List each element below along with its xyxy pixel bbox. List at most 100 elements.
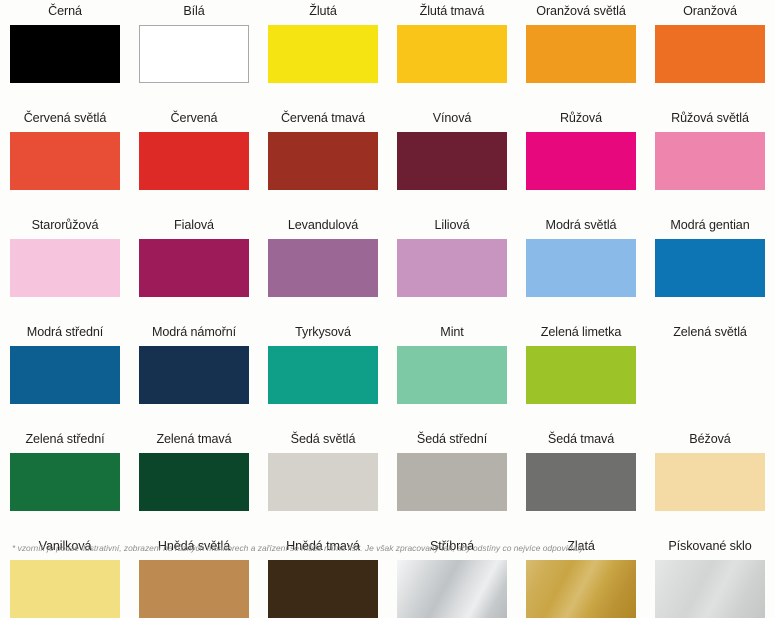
swatch-color-chip[interactable] xyxy=(397,132,507,190)
swatch-color-chip[interactable] xyxy=(397,346,507,404)
swatch-label: Žlutá xyxy=(309,4,337,18)
swatch-label: Červená světlá xyxy=(23,111,107,125)
swatch-label: Bílá xyxy=(183,4,205,18)
swatch-color-chip[interactable] xyxy=(526,132,636,190)
swatch-label: Tyrkysová xyxy=(295,325,351,339)
swatch-cell[interactable]: Starorůžová xyxy=(10,218,120,297)
swatch-label: Žlutá tmavá xyxy=(419,4,485,18)
swatch-color-chip[interactable] xyxy=(268,132,378,190)
swatch-cell[interactable]: Vínová xyxy=(397,111,507,190)
swatch-label: Liliová xyxy=(434,218,470,232)
swatch-color-chip[interactable] xyxy=(10,560,120,618)
swatch-color-chip[interactable] xyxy=(655,239,765,297)
swatch-cell[interactable]: Žlutá xyxy=(268,4,378,83)
swatch-color-chip[interactable] xyxy=(397,25,507,83)
swatch-color-chip[interactable] xyxy=(139,560,249,618)
swatch-color-chip[interactable] xyxy=(139,453,249,511)
swatch-color-chip[interactable] xyxy=(526,560,636,618)
swatch-label: Hnědá světlá xyxy=(157,539,231,553)
swatch-label: Modrá gentian xyxy=(670,218,750,232)
swatch-cell[interactable]: Červená světlá xyxy=(10,111,120,190)
swatch-label: Modrá námořní xyxy=(151,325,237,339)
swatch-label: Béžová xyxy=(689,432,731,446)
swatch-label: Zelená světlá xyxy=(673,325,747,339)
swatch-cell[interactable]: Oranžová světlá xyxy=(526,4,636,83)
swatch-cell[interactable]: Fialová xyxy=(139,218,249,297)
swatch-label: Oranžová světlá xyxy=(536,4,626,18)
swatch-color-chip[interactable] xyxy=(139,239,249,297)
swatch-color-chip[interactable] xyxy=(526,346,636,404)
swatch-cell[interactable]: Tyrkysová xyxy=(268,325,378,404)
swatch-label: Růžová xyxy=(559,111,603,125)
swatch-cell[interactable]: Černá xyxy=(10,4,120,83)
swatch-cell[interactable]: Zelená tmavá xyxy=(139,432,249,511)
swatch-color-chip[interactable] xyxy=(139,132,249,190)
swatch-label: Modrá střední xyxy=(26,325,104,339)
swatch-cell[interactable]: Mint xyxy=(397,325,507,404)
swatch-color-chip[interactable] xyxy=(10,132,120,190)
swatch-cell[interactable]: Béžová xyxy=(655,432,765,511)
swatch-cell[interactable]: Levandulová xyxy=(268,218,378,297)
swatch-cell[interactable]: Bílá xyxy=(139,4,249,83)
swatch-label: Vínová xyxy=(432,111,472,125)
swatch-label: Zelená střední xyxy=(25,432,105,446)
swatch-label: Fialová xyxy=(174,218,214,232)
swatch-cell[interactable]: Červená tmavá xyxy=(268,111,378,190)
swatch-label: Růžová světlá xyxy=(671,111,749,125)
swatch-cell[interactable]: Zelená střední xyxy=(10,432,120,511)
swatch-cell[interactable]: Modrá světlá xyxy=(526,218,636,297)
swatch-cell[interactable]: Zelená světlá xyxy=(655,325,765,404)
swatch-color-chip[interactable] xyxy=(655,25,765,83)
swatch-color-chip[interactable] xyxy=(655,560,765,618)
swatch-cell[interactable]: Červená xyxy=(139,111,249,190)
swatch-cell[interactable]: Šedá světlá xyxy=(268,432,378,511)
swatch-color-chip[interactable] xyxy=(655,346,765,404)
swatch-label: Zlatá xyxy=(567,539,595,553)
swatch-cell[interactable]: Žlutá tmavá xyxy=(397,4,507,83)
swatch-cell[interactable]: Zelená limetka xyxy=(526,325,636,404)
swatch-label: Stříbrná xyxy=(430,539,474,553)
swatch-color-chip[interactable] xyxy=(526,25,636,83)
swatch-cell[interactable]: Modrá námořní xyxy=(139,325,249,404)
swatch-color-chip[interactable] xyxy=(139,25,249,83)
swatch-label: Šedá tmavá xyxy=(547,432,615,446)
swatch-label: Starorůžová xyxy=(31,218,99,232)
swatch-color-chip[interactable] xyxy=(655,453,765,511)
swatch-color-chip[interactable] xyxy=(10,25,120,83)
swatch-color-chip[interactable] xyxy=(526,239,636,297)
swatch-label: Hnědá tmavá xyxy=(286,539,360,553)
footnote-text: * vzorník je pouze ilustrativní, zobraze… xyxy=(12,543,586,553)
swatch-label: Vanilková xyxy=(38,539,92,553)
swatch-cell[interactable]: Liliová xyxy=(397,218,507,297)
color-swatch-grid: Černá Bílá Žlutá Žlutá tmavá Oranžová světlá… xyxy=(10,4,765,618)
swatch-color-chip[interactable] xyxy=(268,453,378,511)
swatch-color-chip[interactable] xyxy=(397,239,507,297)
swatch-color-chip[interactable] xyxy=(10,239,120,297)
swatch-cell[interactable]: Oranžová xyxy=(655,4,765,83)
swatch-color-chip[interactable] xyxy=(655,132,765,190)
swatch-label: Šedá světlá xyxy=(290,432,356,446)
swatch-cell[interactable]: Růžová xyxy=(526,111,636,190)
swatch-label: Oranžová xyxy=(683,4,737,18)
swatch-label: Mint xyxy=(440,325,464,339)
swatch-color-chip[interactable] xyxy=(526,453,636,511)
swatch-color-chip[interactable] xyxy=(397,560,507,618)
swatch-color-chip[interactable] xyxy=(397,453,507,511)
swatch-cell[interactable]: Růžová světlá xyxy=(655,111,765,190)
swatch-cell[interactable]: Šedá tmavá xyxy=(526,432,636,511)
swatch-label: Zelená limetka xyxy=(540,325,622,339)
swatch-color-chip[interactable] xyxy=(10,346,120,404)
swatch-color-chip[interactable] xyxy=(10,453,120,511)
swatch-label: Černá xyxy=(48,4,82,18)
swatch-color-chip[interactable] xyxy=(268,346,378,404)
swatch-color-chip[interactable] xyxy=(139,346,249,404)
swatch-label: Modrá světlá xyxy=(545,218,617,232)
swatch-color-chip[interactable] xyxy=(268,25,378,83)
swatch-color-chip[interactable] xyxy=(268,560,378,618)
swatch-cell[interactable]: Modrá střední xyxy=(10,325,120,404)
swatch-label: Červená tmavá xyxy=(280,111,366,125)
swatch-cell[interactable]: Šedá střední xyxy=(397,432,507,511)
swatch-cell[interactable]: Modrá gentian xyxy=(655,218,765,297)
swatch-label: Šedá střední xyxy=(416,432,488,446)
swatch-color-chip[interactable] xyxy=(268,239,378,297)
